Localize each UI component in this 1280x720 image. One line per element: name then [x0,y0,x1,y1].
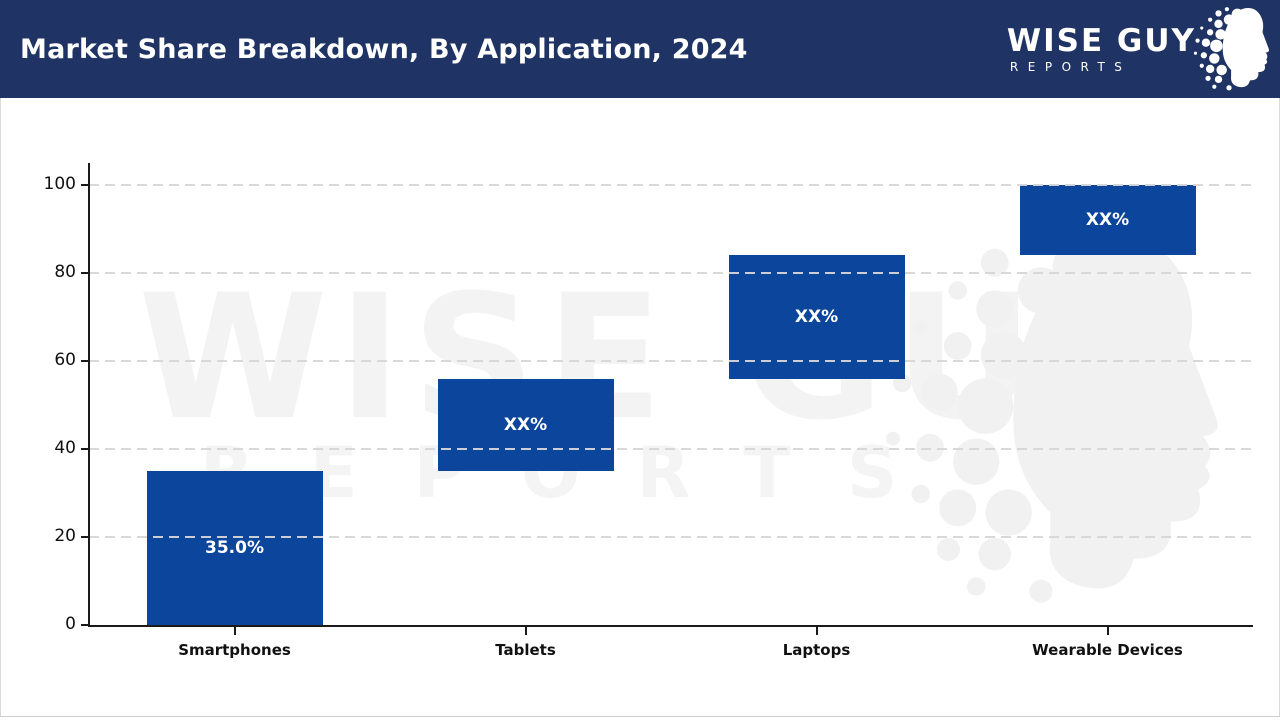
gridline-80 [89,272,1253,274]
header-band: Market Share Breakdown, By Application, … [0,0,1280,98]
y-tick-80 [81,272,88,274]
bar-value-label: XX% [1085,210,1130,231]
gridline-40 [89,448,1253,450]
x-tick-0 [233,627,236,635]
wise-guy-logo: WISE GUY REPORTS [1007,5,1280,93]
bar-wearable-devices: XX% [1019,185,1196,256]
y-tick-label-40: 40 [54,438,76,458]
logo-text: WISE GUY REPORTS [1006,22,1196,74]
y-tick-label-20: 20 [54,526,76,546]
y-tick-label-60: 60 [54,350,76,370]
logo-wordmark: WISE GUY [1006,22,1196,59]
x-tick-3 [1106,627,1109,635]
gridline-100 [89,184,1253,186]
figure-bottom-rule [0,716,1280,717]
bar-value-label: XX% [794,306,839,327]
gridline-20 [89,536,1253,538]
y-tick-label-80: 80 [54,262,76,282]
y-tick-label-0: 0 [65,614,76,634]
y-tick-label-100: 100 [43,174,76,194]
figure-left-border [0,98,1,717]
x-tick-2 [815,627,818,635]
x-category-label-laptops: Laptops [782,641,851,659]
x-category-label-tablets: Tablets [495,641,556,659]
y-tick-100 [81,184,88,186]
bar-value-label: 35.0% [205,538,264,558]
x-tick-1 [524,627,527,635]
watermark-dotted-head-icon [886,235,1218,603]
x-category-label-smartphones: Smartphones [178,641,291,659]
y-tick-0 [81,624,88,626]
bar-smartphones: 35.0% [146,471,323,625]
y-tick-40 [81,448,88,450]
plot-area: 35.0% XX% XX% XX% 0 20 40 60 80 100 Smartphones Tab… [0,98,1280,716]
bar-value-label: XX% [503,414,548,435]
bar-laptops: XX% [728,255,905,379]
bar-tablets: XX% [437,378,614,471]
page-title: Market Share Breakdown, By Application, … [20,33,748,65]
x-category-label-wearable-devices: Wearable Devices [1032,641,1183,659]
y-axis-line [88,163,90,627]
y-tick-20 [81,536,88,538]
logo-subtitle: REPORTS [1009,59,1132,74]
gridline-60 [89,360,1253,362]
y-tick-60 [81,360,88,362]
x-axis-line [88,625,1253,627]
dotted-head-profile-icon [1193,7,1270,91]
